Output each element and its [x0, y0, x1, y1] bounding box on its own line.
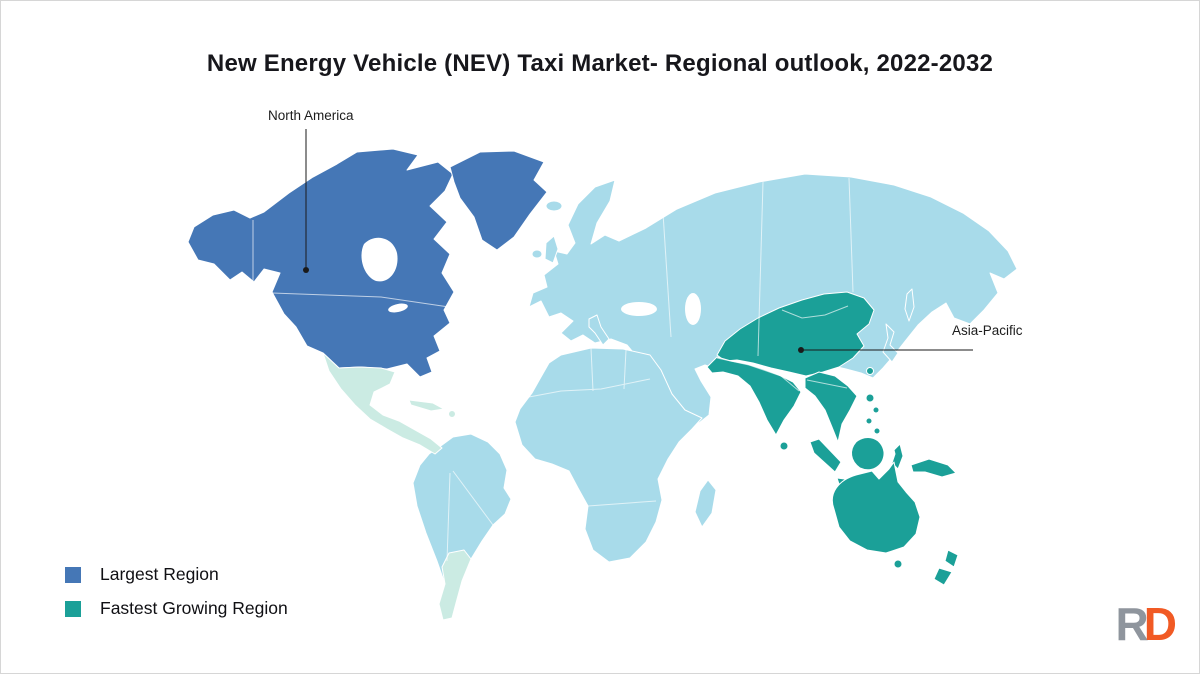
- region-philippines-3: [865, 417, 873, 425]
- landmass-hispaniola: [448, 410, 456, 418]
- callouts: [303, 129, 973, 353]
- landmass-iceland: [545, 200, 563, 212]
- black-sea: [621, 302, 657, 316]
- landmass-southern-cone: [438, 549, 472, 621]
- region-sumatra: [809, 438, 842, 473]
- region-sri-lanka: [779, 441, 789, 451]
- landmass-italy: [588, 314, 610, 346]
- fastest-growing-swatch: [65, 600, 81, 617]
- landmass-uk: [544, 235, 559, 264]
- callout-dot-north-america: [303, 267, 309, 273]
- legend-item-largest: Largest Region: [65, 564, 288, 585]
- asia-pacific-label: Asia-Pacific: [952, 323, 1023, 338]
- legend: Largest Region Fastest Growing Region: [65, 564, 288, 619]
- landmass-south-america: [412, 433, 512, 621]
- region-philippines-1: [865, 393, 875, 403]
- legend-item-fastest: Fastest Growing Region: [65, 598, 288, 619]
- region-new-zealand-north: [944, 549, 959, 568]
- page-title: New Energy Vehicle (NEV) Taxi Market- Re…: [206, 50, 994, 77]
- landmass-ireland: [531, 249, 543, 259]
- largest-region-swatch: [65, 566, 81, 583]
- logo-letter-d: D: [1143, 598, 1177, 650]
- region-borneo: [851, 437, 885, 471]
- landmass-madagascar: [694, 479, 717, 528]
- region-sulawesi: [891, 443, 904, 470]
- region-greenland: [449, 150, 548, 251]
- landmass-africa: [514, 347, 703, 563]
- region-north-america: [187, 148, 455, 378]
- great-lakes: [388, 303, 408, 313]
- legend-label-largest: Largest Region: [100, 564, 219, 584]
- region-largest: [187, 148, 548, 378]
- region-philippines-2: [872, 406, 880, 414]
- landmass-sakhalin: [904, 288, 915, 322]
- landmass-mexico-central-america: [322, 352, 443, 455]
- region-taiwan: [866, 367, 874, 375]
- callout-dot-asia-pacific: [798, 347, 804, 353]
- legend-label-fastest: Fastest Growing Region: [100, 598, 288, 618]
- hudson-bay: [361, 237, 398, 282]
- north-america-label: North America: [268, 108, 354, 123]
- region-china: [716, 291, 875, 377]
- region-australia: [832, 461, 921, 554]
- region-tasmania: [893, 559, 903, 569]
- country-borders: [252, 177, 854, 562]
- water-cutouts: [361, 237, 701, 325]
- brand-logo: R D: [1116, 601, 1177, 647]
- landmass-cuba: [408, 399, 445, 412]
- region-new-zealand-south: [933, 567, 953, 586]
- landmass-base: [412, 173, 1018, 621]
- logo-letter-r: R: [1115, 598, 1149, 650]
- landmass-japan: [882, 323, 899, 363]
- region-fastest-growing: [706, 291, 959, 586]
- caspian-sea: [685, 293, 701, 325]
- region-philippines-4: [873, 427, 881, 435]
- region-indochina: [804, 371, 858, 443]
- landmass-alt: [322, 352, 472, 621]
- region-new-guinea: [910, 458, 957, 478]
